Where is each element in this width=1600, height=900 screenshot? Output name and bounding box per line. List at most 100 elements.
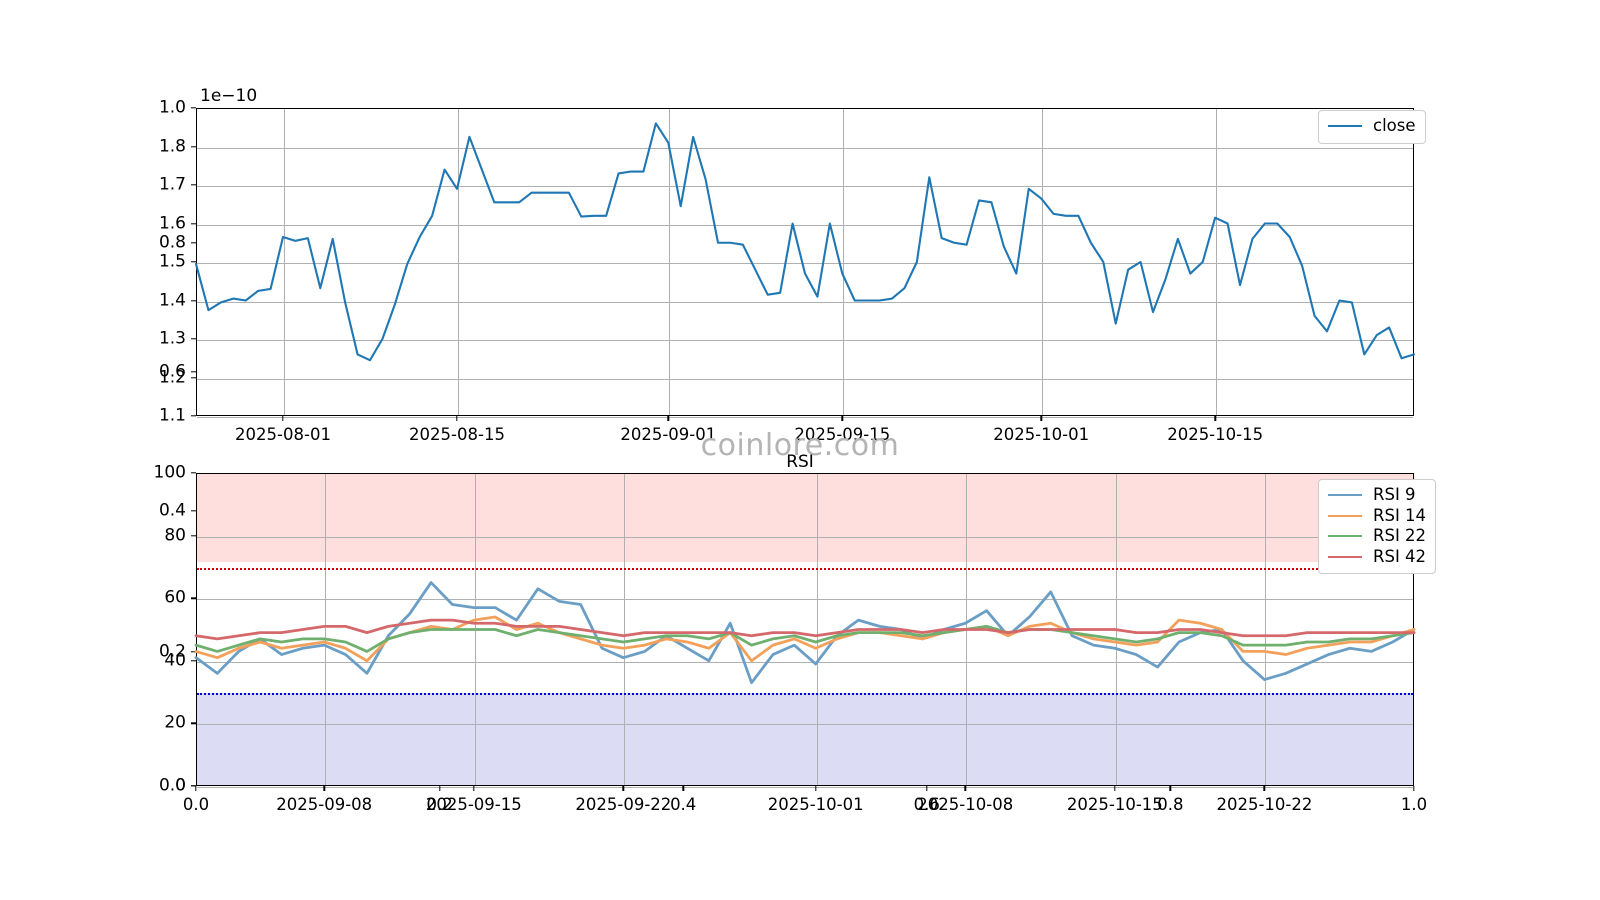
gridline <box>197 536 1413 538</box>
tick-mark <box>191 510 196 512</box>
rsi-x-tick-label: 2025-10-15 <box>1066 795 1163 814</box>
gridline <box>197 263 1413 264</box>
gridline <box>197 661 1413 663</box>
rsi-x-tick-label-secondary: 1.0 <box>1400 795 1428 814</box>
tick-mark <box>1114 786 1116 791</box>
price-x-tick-label: 2025-08-15 <box>409 425 505 444</box>
price-x-tick-label: 2025-10-01 <box>993 425 1090 444</box>
overbought-band <box>197 474 1413 562</box>
price-y-tick-label: 1.7 <box>158 174 186 195</box>
tick-mark <box>1169 786 1172 791</box>
rsi-line-plot <box>194 581 1416 685</box>
tick-mark <box>814 786 817 791</box>
rsi-chart-axes <box>196 473 1414 788</box>
legend-line-icon <box>1328 494 1362 497</box>
tick-mark <box>191 184 196 186</box>
price-x-tick-label: 2025-10-15 <box>1167 425 1264 444</box>
rsi-y-tick-label: 0 <box>175 775 186 796</box>
price-line-plot <box>194 122 1416 362</box>
legend-item[interactable]: close <box>1328 116 1416 137</box>
tick-mark <box>323 786 325 791</box>
price-x-tick-label: 2025-09-15 <box>794 425 891 444</box>
tick-mark <box>1214 416 1216 421</box>
gridline <box>197 417 1413 418</box>
tick-mark <box>964 786 966 791</box>
tick-mark <box>191 722 196 725</box>
gridline <box>843 109 845 415</box>
legend-item[interactable]: RSI 42 <box>1328 547 1426 568</box>
legend-item[interactable]: RSI 14 <box>1328 506 1426 527</box>
tick-mark <box>682 786 684 791</box>
oversold-threshold-line <box>197 693 1413 696</box>
tick-mark <box>191 472 196 474</box>
legend-label: close <box>1373 116 1416 135</box>
tick-mark <box>1040 416 1042 421</box>
gridline <box>284 109 285 415</box>
oversold-band <box>197 693 1413 785</box>
rsi-y-tick-label: 100 <box>153 462 186 483</box>
legend-label: RSI 14 <box>1373 505 1427 525</box>
tick-mark <box>622 786 625 791</box>
gridline <box>197 301 1413 303</box>
tick-mark <box>456 416 458 421</box>
rsi-y-tick-label-secondary: 0.0 <box>158 775 186 796</box>
tick-mark <box>841 416 843 421</box>
rsi-y-tick-label-secondary: 0.2 <box>158 641 186 662</box>
rsi-line-rsi-42 <box>194 618 1416 641</box>
price-legend[interactable]: close <box>1318 110 1426 144</box>
price-y-tick-label: 1.0 <box>158 97 186 118</box>
gridline <box>197 599 1413 601</box>
tick-mark <box>191 242 196 244</box>
close-price-line <box>194 122 1416 362</box>
gridline <box>458 109 459 415</box>
tick-mark <box>1263 786 1266 791</box>
rsi-legend[interactable]: RSI 9 RSI 14 RSI 22 RSI 42 <box>1318 479 1437 574</box>
tick-mark <box>191 415 196 417</box>
tick-mark <box>191 376 196 379</box>
gridline <box>197 186 1413 187</box>
tick-mark <box>438 786 441 791</box>
tick-mark <box>191 651 196 653</box>
tick-mark <box>191 785 196 787</box>
legend-line-icon <box>1328 514 1362 517</box>
gridline <box>197 378 1413 380</box>
tick-mark <box>191 299 196 302</box>
tick-mark <box>195 786 197 791</box>
rsi-x-tick-label-secondary: 0.4 <box>670 795 697 814</box>
rsi-x-tick-label-secondary: 0.0 <box>182 795 210 814</box>
gridline <box>1042 109 1044 415</box>
tick-mark <box>282 416 284 421</box>
legend-label: RSI 22 <box>1373 526 1427 545</box>
legend-line-icon <box>1328 555 1362 558</box>
legend-line-icon <box>1328 125 1362 128</box>
gridline <box>197 340 1413 341</box>
rsi-x-tick-label: 2025-09-15 <box>425 795 522 814</box>
rsi-x-tick-label: 2025-09-22 <box>575 795 672 814</box>
tick-mark <box>667 416 669 421</box>
tick-mark <box>191 660 196 662</box>
price-y-tick-label: 1.2 <box>158 367 186 387</box>
rsi-y-tick-label: 20 <box>164 712 186 733</box>
rsi-y-tick-label: 80 <box>164 525 186 546</box>
legend-item[interactable]: RSI 22 <box>1328 526 1426 547</box>
rsi-x-tick-label-secondary: 0.8 <box>1157 795 1184 814</box>
tick-mark <box>191 261 196 263</box>
price-y-offset-text: 1e−10 <box>200 86 258 106</box>
gridline <box>197 787 1413 788</box>
gridline <box>816 474 818 785</box>
coinlore-watermark: coinlore.com <box>700 428 900 463</box>
legend-item[interactable]: RSI 9 <box>1328 485 1426 506</box>
rsi-x-tick-label-secondary: 0.6 <box>913 795 940 814</box>
rsi-line-rsi-22 <box>194 624 1416 653</box>
tick-mark <box>191 534 196 537</box>
gridline <box>325 474 327 785</box>
rsi-y-tick-label-secondary: 0.4 <box>158 500 186 521</box>
legend-label: RSI 42 <box>1373 546 1427 566</box>
tick-mark <box>473 786 475 791</box>
price-y-tick-label-secondary: 0.8 <box>158 232 186 253</box>
price-y-tick-label: 1.4 <box>158 290 186 310</box>
rsi-y-tick-label: 40 <box>164 650 186 671</box>
gridline <box>624 474 626 785</box>
tick-mark <box>191 597 196 599</box>
